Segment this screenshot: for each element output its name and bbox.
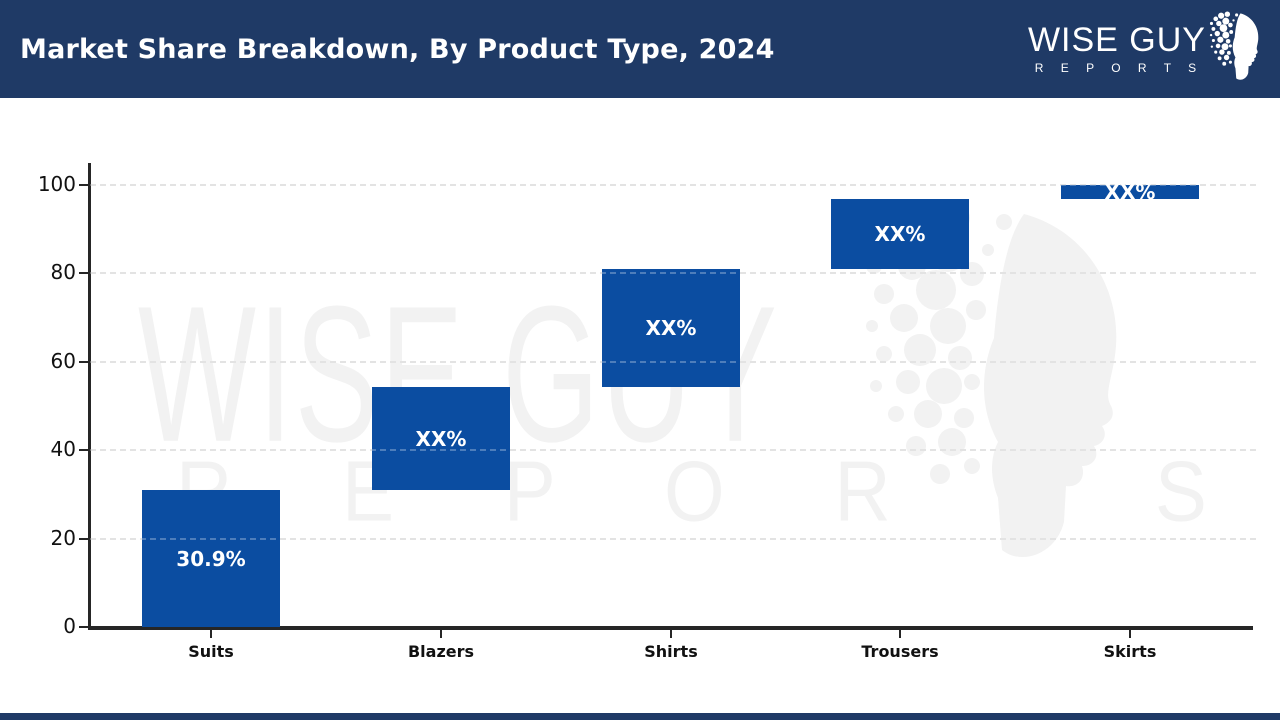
bar-skirts: XX% — [1061, 180, 1199, 204]
brand-subname: R E P O R T S — [1034, 61, 1204, 75]
header-bar: Market Share Breakdown, By Product Type,… — [0, 0, 1280, 98]
bar-value-label-blazers: XX% — [415, 426, 467, 451]
y-tick-label-20: 20 — [50, 525, 76, 550]
page-title: Market Share Breakdown, By Product Type,… — [20, 33, 775, 65]
gridline-100 — [90, 184, 1256, 186]
gridline-overlay-80 — [90, 272, 1256, 275]
y-tick-0 — [79, 626, 88, 628]
y-tick-40 — [79, 449, 88, 452]
y-tick-label-60: 60 — [50, 348, 76, 373]
gridline-overlay-20 — [90, 537, 1256, 540]
bar-shirts: XX% — [602, 268, 740, 387]
x-tick-shirts — [670, 630, 672, 638]
bar-value-label-skirts: XX% — [1104, 179, 1156, 204]
bar-suits: 30.9% — [142, 490, 280, 627]
gridline-overlay-100 — [90, 184, 1256, 186]
y-tick-label-0: 0 — [63, 614, 76, 638]
gridline-20 — [90, 537, 1256, 540]
x-tick-label-shirts: Shirts — [644, 642, 698, 661]
y-tick-label-100: 100 — [37, 172, 76, 196]
x-tick-label-skirts: Skirts — [1103, 642, 1157, 661]
bar-trousers: XX% — [831, 198, 969, 269]
chart-plot-area: 0 20 40 60 80 100 30.9% XX% XX% XX% XX% Suits Blazer… — [0, 98, 1280, 713]
x-tick-blazers — [440, 630, 442, 638]
x-tick-skirts — [1129, 630, 1131, 638]
footer-strip — [0, 713, 1280, 720]
brand-logo: WISE GUY R E P O R T S — [1028, 9, 1266, 89]
gridline-overlay-60 — [90, 360, 1256, 363]
brand-logo-text: WISE GUY R E P O R T S — [1028, 23, 1206, 75]
y-tick-100 — [79, 184, 88, 186]
gridline-40 — [90, 449, 1256, 452]
bar-blazers: XX% — [372, 386, 510, 491]
y-tick-label-40: 40 — [50, 437, 76, 462]
dotted-head-icon — [1209, 11, 1259, 80]
x-tick-label-suits: Suits — [188, 642, 234, 661]
bar-value-label-trousers: XX% — [874, 221, 926, 246]
bar-value-label-suits: 30.9% — [176, 546, 246, 571]
y-tick-80 — [79, 272, 88, 275]
x-tick-suits — [210, 630, 212, 638]
y-tick-60 — [79, 360, 88, 363]
y-tick-label-80: 80 — [50, 260, 76, 285]
x-tick-label-trousers: Trousers — [861, 642, 939, 661]
gridline-overlay-40 — [90, 449, 1256, 452]
x-tick-trousers — [899, 630, 901, 638]
y-tick-20 — [79, 537, 88, 540]
y-axis-spine — [88, 163, 91, 630]
x-tick-label-blazers: Blazers — [407, 642, 475, 661]
brand-name: WISE GUY — [1027, 21, 1206, 59]
x-axis-line — [88, 626, 1253, 630]
bar-value-label-shirts: XX% — [645, 315, 697, 340]
